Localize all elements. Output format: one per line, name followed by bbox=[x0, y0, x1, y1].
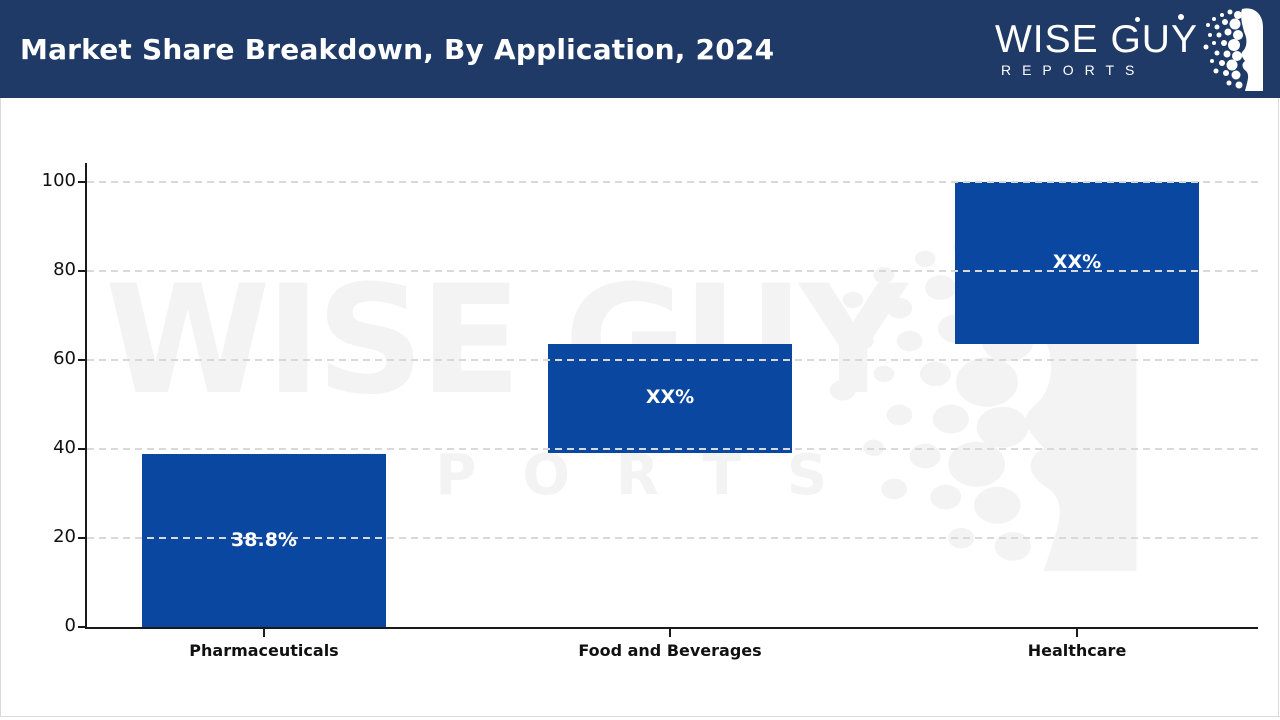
logo-dot-icon bbox=[1135, 17, 1141, 22]
bar-food-and-beverages bbox=[548, 343, 792, 454]
logo-dot-icon bbox=[1177, 14, 1184, 20]
bar-value-label: 38.8% bbox=[231, 528, 297, 551]
x-axis-category-label: Pharmaceuticals bbox=[189, 641, 339, 660]
dotted-head-icon bbox=[1203, 8, 1263, 91]
page-bottom-border bbox=[0, 716, 1280, 717]
y-tick-mark bbox=[78, 626, 86, 628]
x-axis-category-label: Healthcare bbox=[1027, 641, 1127, 660]
y-gridline bbox=[87, 181, 1258, 183]
y-gridline bbox=[87, 537, 1258, 539]
logo-wordmark: WISE GUY bbox=[994, 18, 1198, 61]
x-tick-mark bbox=[669, 629, 671, 637]
chart-area: WISE GUY REPORTS 0 20 40 60 80 100 38.8% XX% XX%… bbox=[0, 98, 1280, 720]
y-tick-mark bbox=[78, 537, 86, 539]
x-axis-line bbox=[85, 627, 1258, 629]
wise-guy-logo: WISE GUY REPORTS bbox=[995, 7, 1280, 91]
header-bar: Market Share Breakdown, By Application, … bbox=[0, 0, 1280, 98]
y-axis-tick-label: 0 bbox=[64, 615, 76, 636]
bar-value-label: XX% bbox=[645, 386, 695, 409]
logo-text: WISE GUY REPORTS bbox=[994, 14, 1198, 78]
bar-healthcare bbox=[955, 182, 1199, 344]
y-axis-tick-label: 20 bbox=[53, 526, 76, 547]
x-tick-mark bbox=[263, 629, 265, 637]
y-axis-tick-label: 100 bbox=[41, 170, 76, 191]
page-title: Market Share Breakdown, By Application, … bbox=[20, 32, 775, 66]
y-axis-tick-label: 60 bbox=[53, 348, 76, 369]
y-axis-tick-label: 40 bbox=[53, 437, 76, 458]
y-axis-tick-label: 80 bbox=[53, 259, 76, 280]
y-tick-mark bbox=[78, 181, 86, 183]
page-left-border bbox=[0, 98, 1, 717]
bar-pharmaceuticals bbox=[142, 454, 386, 627]
logo-subtitle: REPORTS bbox=[1000, 62, 1146, 78]
page-right-border bbox=[1278, 98, 1279, 717]
y-tick-mark bbox=[78, 359, 86, 361]
x-axis-category-label: Food and Beverages bbox=[578, 641, 762, 660]
bar-value-label: XX% bbox=[1052, 250, 1102, 273]
y-gridline bbox=[87, 270, 1258, 272]
y-tick-mark bbox=[78, 448, 86, 450]
y-axis-line bbox=[85, 163, 87, 629]
y-gridline bbox=[87, 448, 1258, 450]
x-tick-mark bbox=[1076, 629, 1078, 637]
y-tick-mark bbox=[78, 270, 86, 272]
y-gridline bbox=[87, 359, 1258, 361]
